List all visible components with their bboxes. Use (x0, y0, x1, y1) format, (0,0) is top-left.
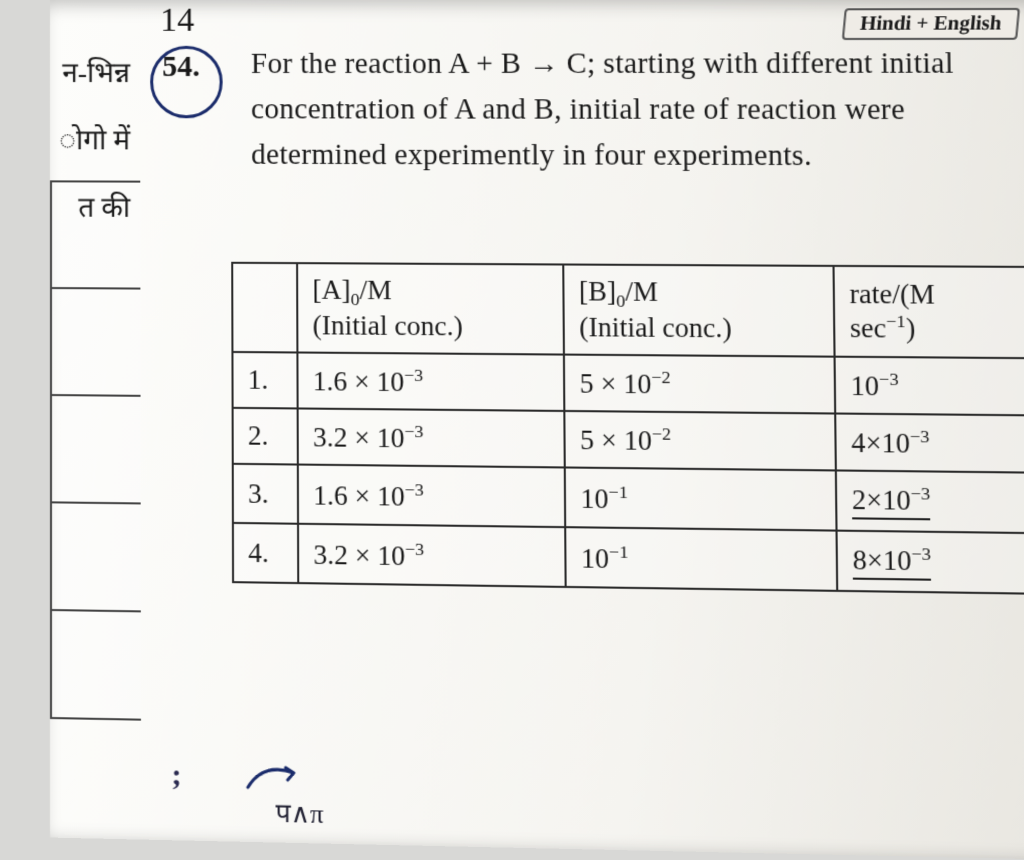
cell-rate: 2×10−3 (836, 471, 1024, 534)
cell-rate: 10−3 (835, 357, 1024, 416)
header-index (232, 263, 297, 353)
table-row: 2. 3.2 × 10−3 5 × 10−2 4×10−3 (233, 408, 1024, 473)
cell-index: 3. (233, 464, 298, 524)
page-number: 14 (160, 2, 194, 40)
header-b: [B]0/M (Initial conc.) (563, 264, 834, 357)
margin-line: त की (10, 175, 130, 243)
cell-a: 3.2 × 10−3 (298, 409, 565, 468)
cell-a: 1.6 × 10−3 (297, 353, 564, 411)
cell-index: 2. (233, 408, 298, 465)
cell-index: 1. (232, 352, 297, 408)
header-a: [A]0/M (Initial conc.) (297, 263, 564, 355)
textbook-page: 14 Hindi + English न-भिन्न ोगो में त की … (50, 0, 1024, 860)
cell-b: 10−1 (565, 528, 837, 592)
cell-b: 10−1 (565, 468, 837, 531)
cell-rate: 8×10−3 (837, 531, 1024, 594)
margin-line: ोगो में (10, 107, 130, 175)
language-badge: Hindi + English (842, 8, 1020, 40)
cell-b: 5 × 10−2 (564, 411, 836, 470)
header-rate: rate/(M sec−1) (834, 266, 1024, 359)
margin-line: न-भिन्न (10, 40, 130, 107)
table-row: 3. 1.6 × 10−3 10−1 2×10−3 (233, 464, 1024, 533)
table-header-row: [A]0/M (Initial conc.) [B]0/M (Initial c… (232, 263, 1024, 359)
cell-index: 4. (233, 523, 298, 583)
cell-rate: 4×10−3 (835, 414, 1024, 473)
question-number: 54. (162, 50, 200, 84)
table-row: 4. 3.2 × 10−3 10−1 8×10−3 (233, 523, 1024, 594)
experiment-data-table: [A]0/M (Initial conc.) [B]0/M (Initial c… (231, 262, 1024, 596)
cell-b: 5 × 10−2 (564, 355, 835, 414)
cell-a: 1.6 × 10−3 (298, 465, 565, 528)
handwritten-mark: ; (171, 758, 181, 793)
left-page-cells (50, 180, 141, 708)
question-text: For the reaction A + B → C; starting wit… (251, 41, 1010, 180)
margin-hindi-text: न-भिन्न ोगो में त की (10, 40, 130, 243)
cell-a: 3.2 × 10−3 (298, 524, 566, 587)
handwritten-text: प∧π (275, 793, 323, 831)
table-row: 1. 1.6 × 10−3 5 × 10−2 10−3 (232, 352, 1024, 416)
